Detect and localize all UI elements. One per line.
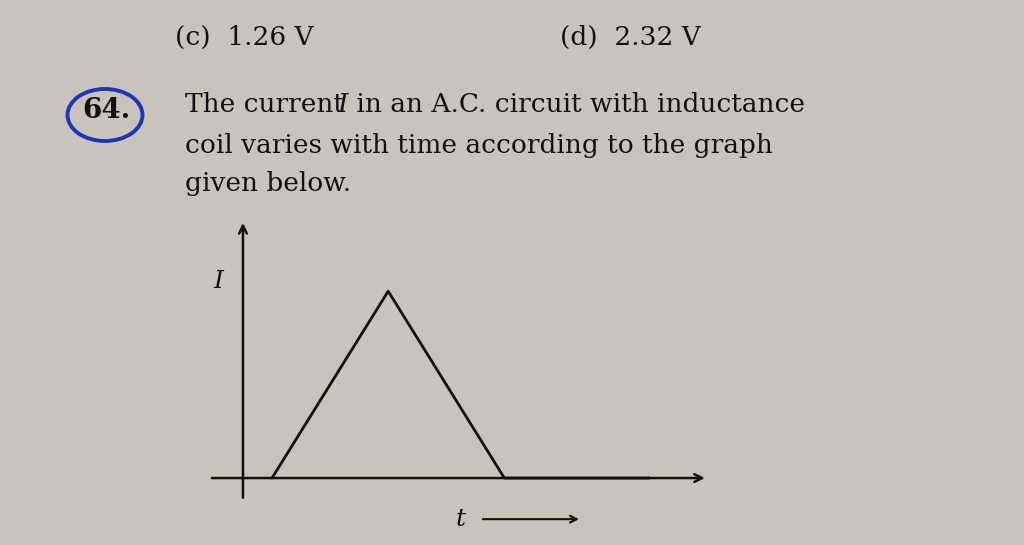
Text: (d)  2.32 V: (d) 2.32 V xyxy=(560,25,700,50)
Text: (c)  1.26 V: (c) 1.26 V xyxy=(175,25,313,50)
Text: coil varies with time according to the graph: coil varies with time according to the g… xyxy=(185,132,773,158)
Text: I: I xyxy=(337,93,347,118)
Text: I: I xyxy=(214,270,223,293)
Text: given below.: given below. xyxy=(185,171,351,196)
Text: 64.: 64. xyxy=(82,96,130,124)
Text: The current: The current xyxy=(185,93,352,118)
Text: t: t xyxy=(456,507,466,531)
Text: in an A.C. circuit with inductance: in an A.C. circuit with inductance xyxy=(348,93,805,118)
